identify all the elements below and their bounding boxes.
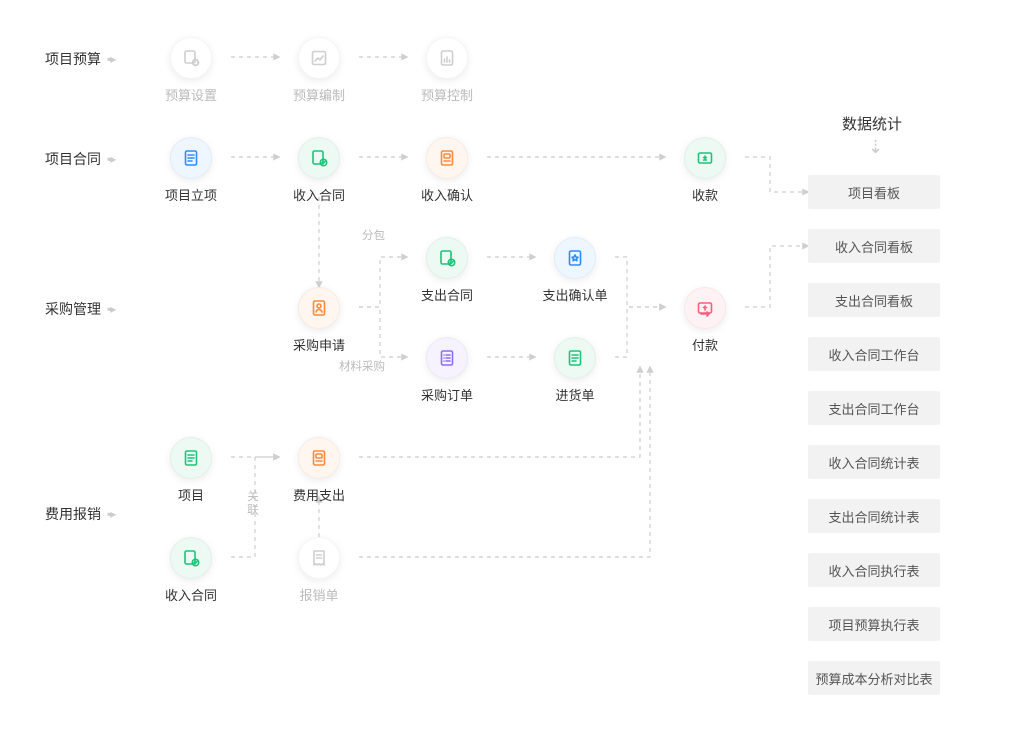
node-srqr[interactable]: 收入确认	[387, 137, 507, 204]
stats-arrow-icon: ⇣	[868, 137, 883, 158]
section-arrow-icon: ▪▸	[107, 152, 115, 166]
node-label: 报销单	[299, 585, 338, 604]
node-label: 收款	[692, 185, 718, 204]
node-label: 项目立项	[165, 185, 217, 204]
doc-icon	[554, 337, 596, 379]
stats-button[interactable]: 预算成本分析对比表	[808, 661, 940, 695]
stats-button[interactable]: 收入合同工作台	[808, 337, 940, 371]
stats-button[interactable]: 收入合同执行表	[808, 553, 940, 587]
doc-check-icon	[170, 537, 212, 579]
edge-label-guanlian: 关联	[244, 490, 260, 517]
node-fk[interactable]: 付款	[645, 287, 765, 354]
stats-button[interactable]: 收入合同看板	[808, 229, 940, 263]
node-bxd[interactable]: 报销单	[259, 537, 379, 604]
node-srht[interactable]: 收入合同	[259, 137, 379, 204]
doc-list-icon	[426, 337, 468, 379]
node-fyzc[interactable]: 费用支出	[259, 437, 379, 504]
doc-badge-icon	[298, 437, 340, 479]
node-jhd[interactable]: 进货单	[515, 337, 635, 404]
stats-button[interactable]: 项目看板	[808, 175, 940, 209]
section-arrow-icon: ▪▸	[107, 507, 115, 521]
node-sk[interactable]: 收款	[645, 137, 765, 204]
section-label-expense: 费用报销 ▪▸	[45, 504, 115, 524]
node-label: 采购订单	[421, 385, 473, 404]
stats-button[interactable]: 支出合同工作台	[808, 391, 940, 425]
node-zcht[interactable]: 支出合同	[387, 237, 507, 304]
node-label: 预算编制	[293, 85, 345, 104]
section-label-text: 项目预算	[45, 49, 101, 69]
stats-button[interactable]: 项目预算执行表	[808, 607, 940, 641]
node-cgdd[interactable]: 采购订单	[387, 337, 507, 404]
node-srht2[interactable]: 收入合同	[131, 537, 251, 604]
node-xmlx[interactable]: 项目立项	[131, 137, 251, 204]
node-zcqrd[interactable]: 支出确认单	[515, 237, 635, 304]
section-arrow-icon: ▪▸	[107, 302, 115, 316]
node-ys_ctrl[interactable]: 预算控制	[387, 37, 507, 104]
edge-label-clcg: 材料采购	[339, 358, 385, 374]
edge-label-fenbao: 分包	[362, 227, 385, 243]
section-label-text: 费用报销	[45, 504, 101, 524]
node-ys_set[interactable]: 预算设置	[131, 37, 251, 104]
doc-bar-icon	[426, 37, 468, 79]
doc-star-icon	[554, 237, 596, 279]
money-icon	[684, 137, 726, 179]
section-label-contract: 项目合同 ▪▸	[45, 149, 115, 169]
stats-button[interactable]: 支出合同看板	[808, 283, 940, 317]
stats-button[interactable]: 收入合同统计表	[808, 445, 940, 479]
node-label: 费用支出	[293, 485, 345, 504]
node-xm[interactable]: 项目	[131, 437, 251, 504]
stats-title: 数据统计	[842, 113, 902, 134]
money-out-icon	[684, 287, 726, 329]
section-arrow-icon: ▪▸	[107, 52, 115, 66]
diagram-canvas: 项目预算 ▪▸ 项目合同 ▪▸ 采购管理 ▪▸ 费用报销 ▪▸ 预算设置 预算编制 预算控制项目立…	[0, 0, 1013, 746]
node-ys_edit[interactable]: 预算编制	[259, 37, 379, 104]
node-label: 收入合同	[293, 185, 345, 204]
node-label: 项目	[178, 485, 204, 504]
doc-icon	[170, 437, 212, 479]
node-label: 预算控制	[421, 85, 473, 104]
node-label: 进货单	[555, 385, 594, 404]
node-label: 付款	[692, 335, 718, 354]
doc-gear-icon	[170, 37, 212, 79]
doc-badge-icon	[426, 137, 468, 179]
doc-icon	[170, 137, 212, 179]
section-label-text: 采购管理	[45, 299, 101, 319]
person-icon	[298, 287, 340, 329]
section-label-budget: 项目预算 ▪▸	[45, 49, 115, 69]
doc-check-icon	[298, 137, 340, 179]
node-label: 收入确认	[421, 185, 473, 204]
stats-button[interactable]: 支出合同统计表	[808, 499, 940, 533]
node-label: 收入合同	[165, 585, 217, 604]
receipt-icon	[298, 537, 340, 579]
node-label: 支出确认单	[542, 285, 607, 304]
doc-check-icon	[426, 237, 468, 279]
section-label-text: 项目合同	[45, 149, 101, 169]
node-label: 支出合同	[421, 285, 473, 304]
chart-icon	[298, 37, 340, 79]
node-label: 采购申请	[293, 335, 345, 354]
node-cgsq[interactable]: 采购申请	[259, 287, 379, 354]
node-label: 预算设置	[165, 85, 217, 104]
section-label-purchase: 采购管理 ▪▸	[45, 299, 115, 319]
